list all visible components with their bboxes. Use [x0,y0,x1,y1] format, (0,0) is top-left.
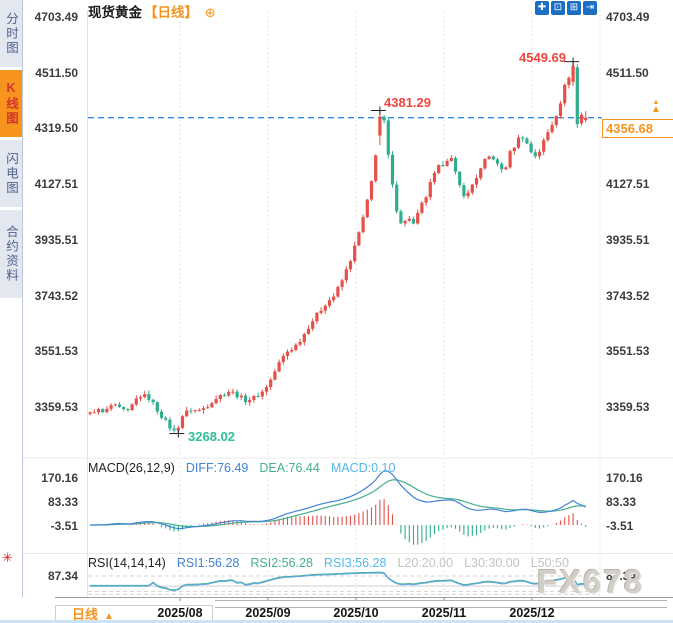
period-dropdown[interactable]: 日线 ▲ [55,605,213,623]
add-indicator-icon[interactable]: ⊕ [204,5,216,20]
rsi1-value: RSI1:56.28 [176,556,240,570]
price-tick-left: 4127.51 [34,177,78,192]
date-label: 2025/11 [421,606,467,620]
symbol-name: 现货黄金 [88,5,142,20]
live-indicator-icon: ✳ [2,550,13,565]
rsi-l50-level: L50:50 [530,556,569,570]
date-label: 2025/09 [245,606,291,620]
price-tick-left: 3935.51 [34,232,78,247]
move-icon[interactable]: ✚ [535,1,549,15]
macd-tick-left: 83.33 [47,495,78,509]
fit-axis-icon[interactable]: ⊞ [567,1,581,15]
price-tick-right: 3935.51 [606,232,650,247]
window-edge [0,620,673,623]
chart-toolbar: ✚ ⊡ ⊞ ⇥ [535,1,597,15]
price-tick-right: 3743.52 [606,288,650,303]
price-tick-left: 4319.50 [34,121,78,136]
rsi-l20-level: L20:20.00 [397,556,454,570]
price-tick-left: 3359.53 [34,400,78,414]
rsi-tick-right: 87.34 [606,569,637,583]
high-annotation-october: 4381.29 [384,95,431,110]
price-tick-left: 4511.50 [35,65,78,80]
low-annotation-august: 3268.02 [188,429,235,444]
price-tick-right: 4511.50 [606,65,649,80]
rsi-indicator-labels: RSI(14,14,14) RSI1:56.28 RSI2:56.28 RSI3:56… [88,556,580,570]
sidebar-tab-合约资料[interactable]: 合约资料 [0,210,22,298]
price-tick-left: 3743.52 [34,288,78,303]
macd-tick-right: -3.51 [606,519,634,533]
price-up-arrow-icon: ▲ ▲ [651,99,661,115]
date-label: 2025/12 [509,606,555,620]
macd-tick-left: -3.51 [50,519,78,533]
zoom-axis-icon[interactable]: ⊡ [551,1,565,15]
price-tick-right: 3359.53 [606,400,650,414]
macd-tick-right: 83.33 [606,495,637,509]
sidebar-tab-分时图[interactable]: 分时图 [0,0,22,67]
price-tick-right: 4127.51 [606,177,650,192]
macd-hist-value: MACD:0.10 [330,461,396,475]
macd-tick-right: 170.16 [606,470,643,485]
period-tag: 【日线】 [144,5,198,20]
chevron-up-icon: ▲ [104,611,114,622]
exit-chart-icon[interactable]: ⇥ [583,1,597,15]
rsi-tick-left: 87.34 [47,569,78,583]
chart-title: 现货黄金 【日线】 ⊕ [88,1,216,20]
high-annotation-december: 4549.69 [519,50,566,65]
date-label: 2025/08 [157,606,203,620]
macd-tick-left: 170.16 [41,470,78,485]
rsi-title: RSI(14,14,14) [88,556,166,570]
rsi-l30-level: L30:30.00 [464,556,520,570]
rsi2-value: RSI2:56.28 [250,556,313,570]
date-label: 2025/10 [333,606,379,620]
price-tick-left: 3551.53 [34,344,78,359]
price-tick-right: 4703.49 [606,10,650,24]
macd-diff-value: DIFF:76.49 [185,461,249,475]
horizontal-scrollbar[interactable] [215,600,667,608]
macd-dea-value: DEA:76.44 [259,461,320,475]
rsi3-value: RSI3:56.28 [323,556,387,570]
sidebar-tab-闪电图[interactable]: 闪电图 [0,140,22,207]
price-tick-right: 3551.53 [606,344,650,359]
sidebar: 分时图 K线图闪电图合约资料 [0,0,23,597]
fx678-watermark: FX678 [537,563,645,600]
last-price-label: 4356.68 [602,119,673,138]
sidebar-tab-K线图[interactable]: K线图 [0,70,22,137]
macd-title: MACD(26,12,9) [88,461,175,475]
macd-indicator-labels: MACD(26,12,9) DIFF:76.49 DEA:76.44 MACD:0.1… [88,461,406,475]
price-tick-left: 4703.49 [34,10,78,24]
